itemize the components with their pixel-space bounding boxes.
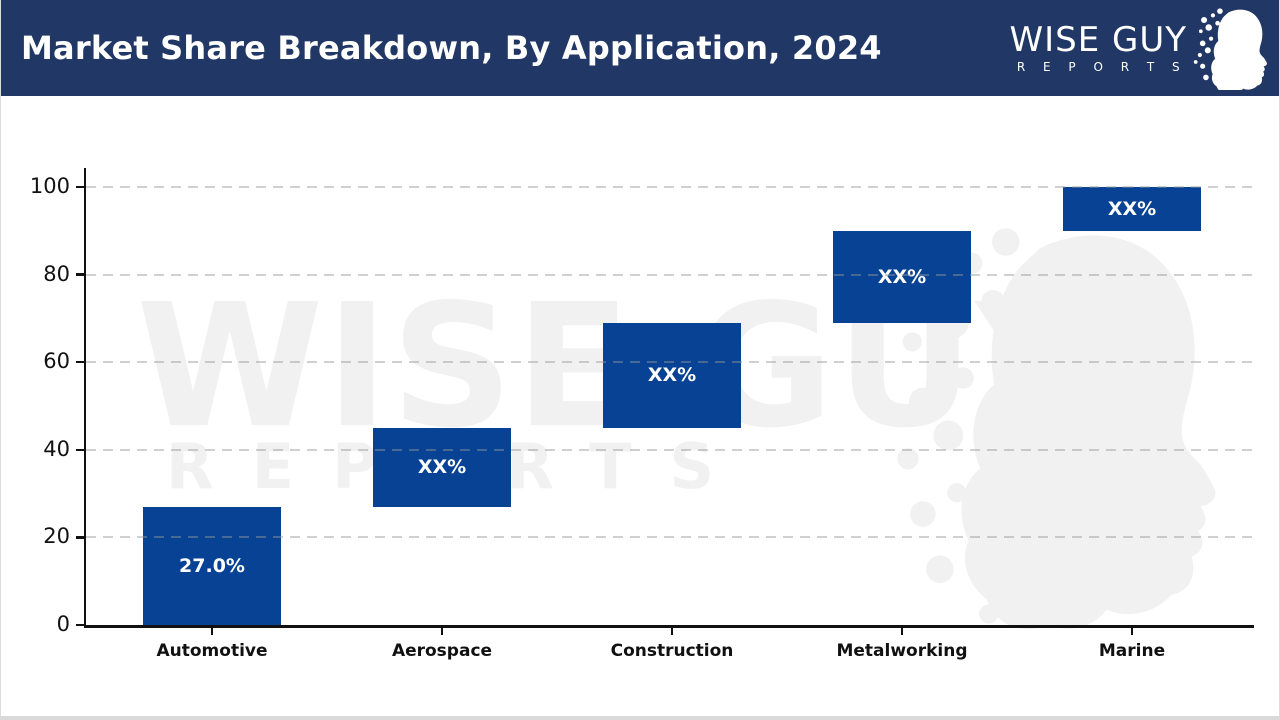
header: Market Share Breakdown, By Application, … <box>1 0 1279 96</box>
gridline <box>86 273 1254 276</box>
y-axis-tick <box>76 185 86 189</box>
page-title: Market Share Breakdown, By Application, … <box>21 29 882 67</box>
bar-value-label: 27.0% <box>179 554 245 577</box>
wiseguy-face-icon <box>1193 8 1267 90</box>
plot-area: 0 20 40 60 80 100 27.0% Automotive XX% Aerospace X… <box>30 168 1254 661</box>
bar-value-label: XX% <box>1107 197 1157 220</box>
category-label: Aerospace <box>391 641 493 661</box>
category-label: Metalworking <box>836 641 968 661</box>
x-axis-spine <box>83 625 1254 628</box>
y-axis-tick <box>76 273 86 276</box>
bar-value-label: XX% <box>877 265 927 288</box>
y-tick-label: 100 <box>29 174 70 198</box>
y-tick-label: 40 <box>43 436 70 461</box>
logo-wordmark: WISE GUY <box>1009 19 1187 60</box>
wiseguy-logo-text: WISE GUY R E P O R T S <box>1009 23 1187 74</box>
logo-subtitle: R E P O R T S <box>1016 59 1187 74</box>
y-axis-spine <box>83 168 86 627</box>
gridline <box>86 186 1254 188</box>
y-axis-tick <box>76 623 86 627</box>
wiseguy-logo: WISE GUY R E P O R T S <box>1009 6 1275 90</box>
category-label: Marine <box>1098 641 1166 661</box>
y-axis-tick <box>76 360 86 364</box>
category-label: Construction <box>610 641 734 661</box>
bar-value-label: XX% <box>647 364 697 387</box>
gridline <box>86 536 1254 539</box>
gridline <box>86 361 1254 364</box>
x-axis-tick <box>1130 627 1134 635</box>
x-axis-tick <box>900 627 904 635</box>
y-tick-label: 20 <box>43 524 70 549</box>
bar-aerospace: XX% <box>373 427 511 507</box>
gridline <box>86 448 1254 451</box>
bar-marine: XX% <box>1063 187 1201 231</box>
x-axis-tick <box>210 627 214 635</box>
bar-value-label: XX% <box>417 456 467 479</box>
y-tick-label: 0 <box>56 612 70 636</box>
bar-construction: XX% <box>603 322 741 428</box>
category-label: Automotive <box>156 641 268 661</box>
x-axis-tick <box>670 627 674 635</box>
bar-automotive: 27.0% <box>143 506 281 625</box>
y-axis-tick <box>76 448 86 452</box>
y-tick-label: 80 <box>43 261 70 286</box>
y-axis-tick <box>76 536 86 539</box>
x-axis-tick <box>440 627 444 635</box>
bar-metalworking: XX% <box>833 230 971 323</box>
y-tick-label: 60 <box>43 349 70 374</box>
